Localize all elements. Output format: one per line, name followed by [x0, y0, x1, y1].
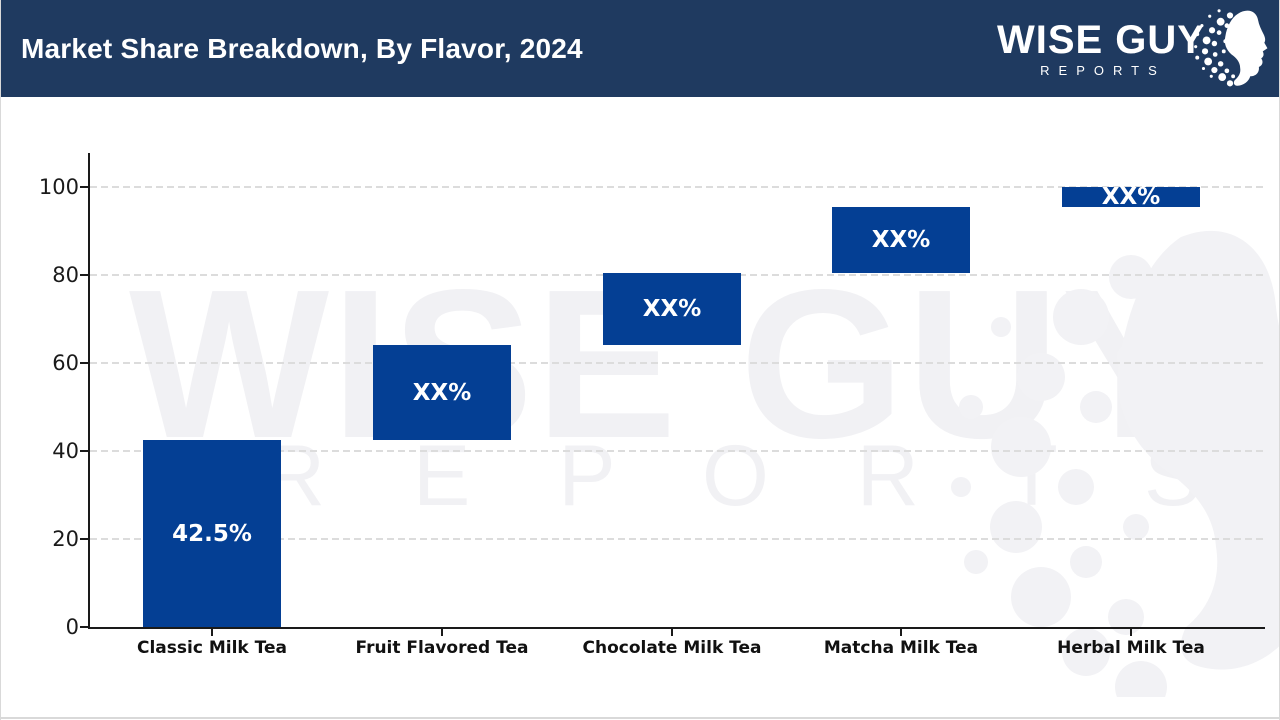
bar-value-label: XX%: [871, 226, 931, 253]
brand-name: WISE GUY: [996, 17, 1205, 62]
bar-segment: XX%: [832, 206, 970, 273]
x-category-label: Fruit Flavored Tea: [355, 638, 529, 658]
brand-logo-text: WISE GUY REPORTS: [997, 20, 1205, 78]
x-tick-mark: [211, 629, 213, 636]
bar-segment: XX%: [373, 345, 511, 440]
bar-segment: XX%: [603, 272, 741, 346]
y-tick-mark: [80, 274, 88, 276]
x-tick-mark: [441, 629, 443, 636]
x-tick-mark: [671, 629, 673, 636]
y-tick-label: 20: [52, 527, 79, 551]
y-tick-label: 60: [52, 351, 79, 375]
bar-value-label: XX%: [1101, 183, 1161, 210]
y-tick-mark: [80, 186, 88, 188]
y-tick-mark: [80, 450, 88, 452]
header: Market Share Breakdown, By Flavor, 2024 …: [1, 0, 1279, 97]
y-tick-label: 100: [38, 175, 79, 199]
chart-area: 0 20 40 60 80 100 42.5% Classic Milk Tea XX% Frui…: [1, 97, 1279, 720]
x-axis-line: [88, 627, 1265, 629]
x-tick-mark: [900, 629, 902, 636]
footer-divider: [1, 717, 1279, 719]
gridline: [90, 186, 1265, 188]
bar-value-label: XX%: [642, 296, 702, 323]
bar-value-label: XX%: [412, 379, 472, 406]
gridline: [90, 538, 1265, 540]
bar-segment: 42.5%: [143, 440, 281, 627]
y-tick-mark: [80, 362, 88, 364]
bar-value-label: 42.5%: [172, 520, 252, 547]
brand-subtitle: REPORTS: [1040, 62, 1166, 78]
x-category-label: Herbal Milk Tea: [1057, 638, 1205, 658]
y-tick-mark: [80, 626, 88, 628]
gridline: [90, 362, 1265, 364]
dotted-head-profile-icon: [1191, 8, 1268, 86]
x-tick-mark: [1130, 629, 1132, 636]
y-tick-mark: [80, 538, 88, 540]
y-tick-label: 40: [52, 439, 79, 463]
y-tick-label: 80: [52, 263, 79, 287]
y-axis-line: [88, 153, 90, 629]
x-category-label: Classic Milk Tea: [137, 638, 287, 658]
bar-segment: XX%: [1062, 183, 1200, 210]
x-category-label: Chocolate Milk Tea: [582, 638, 762, 658]
brand-logo: WISE GUY REPORTS: [997, 0, 1269, 97]
chart-title: Market Share Breakdown, By Flavor, 2024: [21, 32, 583, 64]
y-tick-label: 0: [65, 615, 79, 639]
gridline: [90, 450, 1265, 452]
x-category-label: Matcha Milk Tea: [823, 638, 979, 658]
